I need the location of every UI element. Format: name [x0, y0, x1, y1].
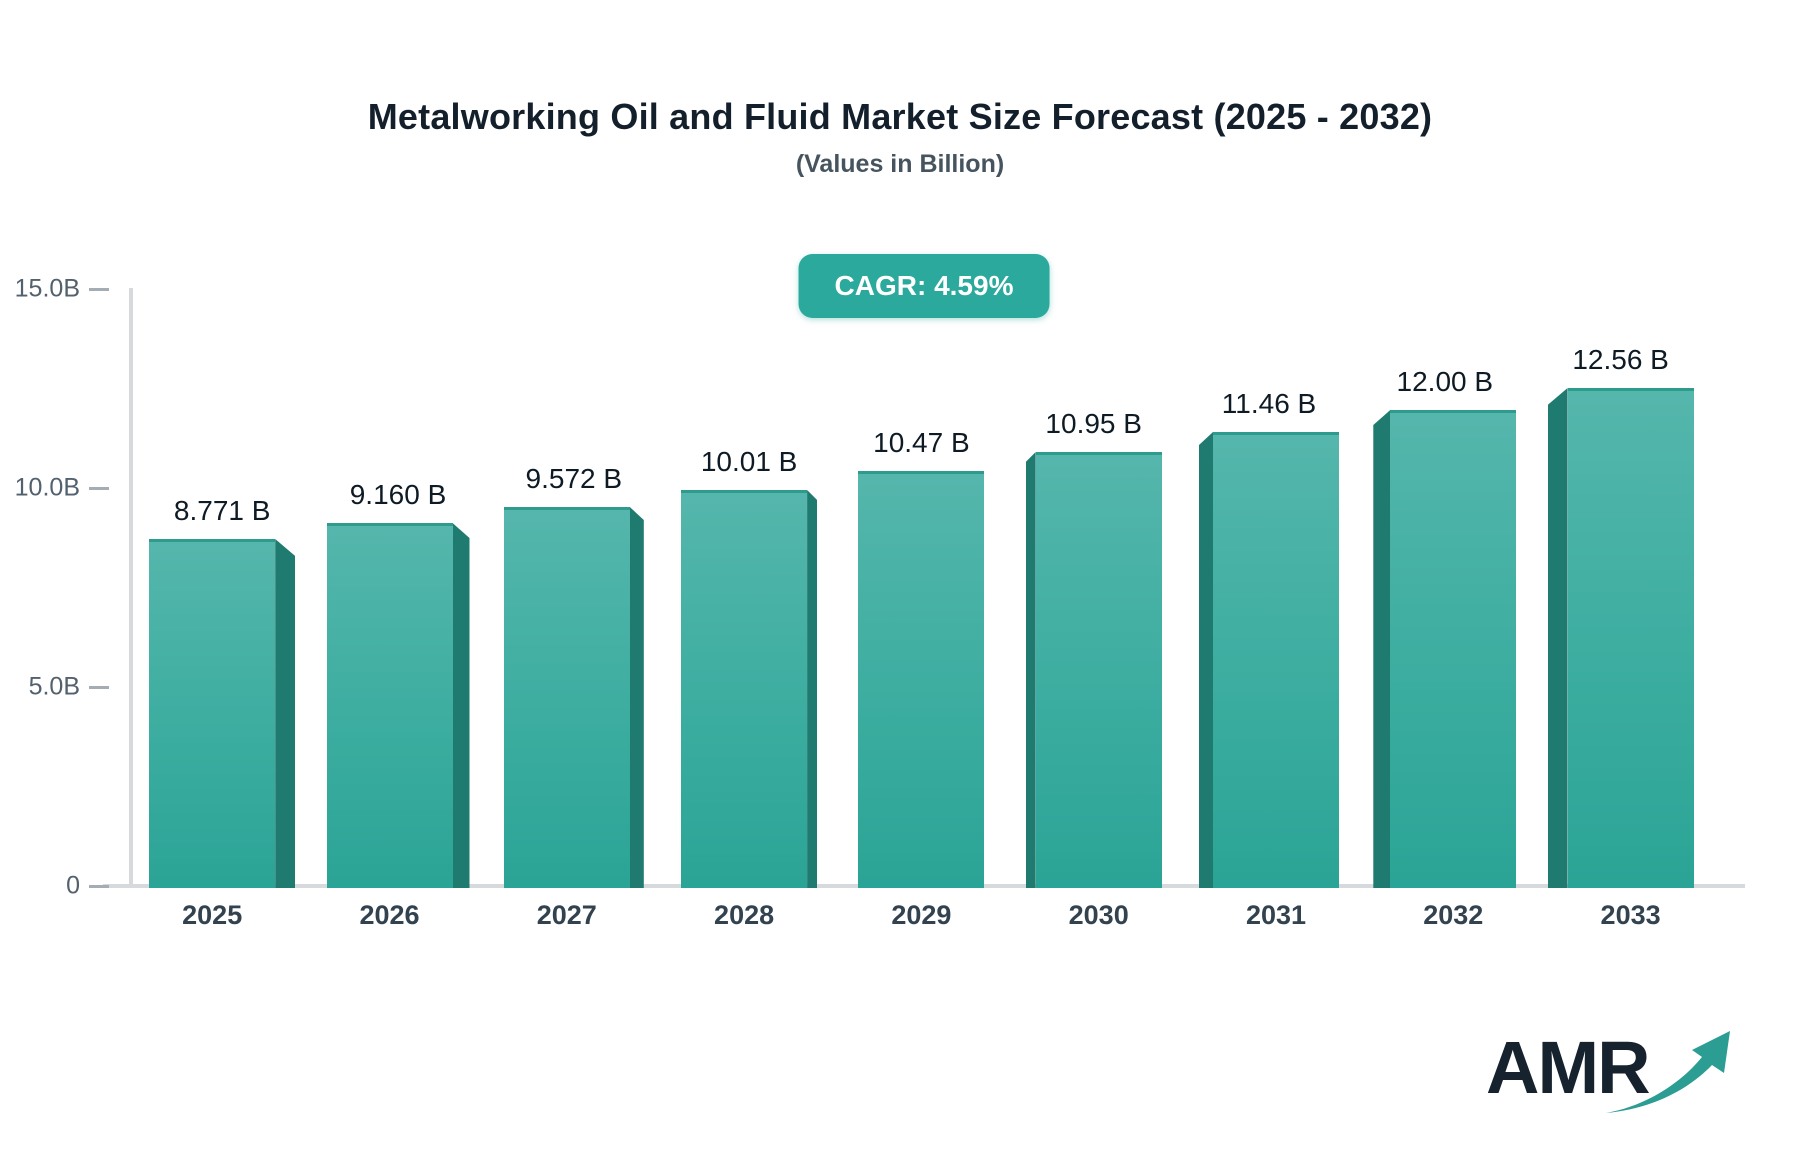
bar-value-label: 9.572 B [525, 463, 623, 494]
bar-value-label: 12.00 B [1396, 366, 1494, 397]
bar-side-2030 [1025, 452, 1036, 888]
x-tick-label-2032: 2032 [1423, 900, 1484, 930]
x-tick-label-2033: 2033 [1600, 900, 1661, 930]
x-tick-label-2029: 2029 [891, 900, 952, 930]
amr-logo-graphic: AMR [1486, 1026, 1730, 1113]
x-tick-label-2030: 2030 [1068, 900, 1129, 930]
bar-value-label: 11.46 B [1221, 388, 1317, 419]
bar-2029 [858, 471, 985, 888]
bar-side-2026 [452, 523, 470, 888]
y-tick-mark [89, 487, 109, 490]
x-tick-label-2027: 2027 [536, 900, 597, 930]
cagr-badge: CAGR: 4.59% [798, 254, 1050, 318]
y-tick-label: 5.0B [28, 672, 80, 701]
amr-logo-text: AMR [1486, 1026, 1649, 1109]
bar-2031 [1213, 432, 1339, 888]
y-tick-mark [89, 288, 109, 291]
amr-logo-arrow-icon [1606, 1031, 1730, 1113]
bar-2033 [1567, 388, 1694, 888]
x-tick-label-2028: 2028 [714, 900, 775, 930]
chart-subtitle: (Values in Billion) [795, 150, 1005, 178]
x-tick-label-2025: 2025 [182, 900, 243, 930]
bar-side-2032 [1373, 410, 1391, 888]
bar-2026 [326, 523, 453, 888]
amr-logo: AMR [1478, 1003, 1758, 1128]
y-axis-line [129, 288, 133, 888]
bar-value-label: 10.47 B [873, 427, 970, 458]
bar-side-2027 [629, 507, 644, 888]
y-tick-label: 15.0B [14, 274, 80, 303]
bar-2030 [1035, 452, 1162, 888]
bar-2032 [1390, 410, 1517, 888]
bar-value-label: 10.95 B [1045, 408, 1142, 439]
bar-side-2025 [275, 539, 296, 888]
y-tick-label: 10.0B [14, 473, 80, 502]
x-tick-label-2031: 2031 [1245, 900, 1307, 930]
y-tick-mark [89, 885, 109, 888]
bar-value-label: 12.56 B [1572, 344, 1669, 375]
bar-side-2033 [1547, 388, 1568, 888]
bar-2027 [503, 507, 630, 888]
chart-title: Metalworking Oil and Fluid Market Size F… [367, 96, 1433, 137]
bar-2028 [681, 490, 808, 888]
bar-value-label: 10.01 B [700, 446, 798, 477]
bar-side-2031 [1199, 432, 1213, 888]
bar-value-label: 9.160 B [349, 479, 447, 510]
bar-side-2028 [807, 490, 818, 888]
x-tick-label-2026: 2026 [359, 900, 420, 930]
bar-value-label: 8.771 B [173, 495, 271, 526]
bar-2025 [149, 539, 276, 888]
y-tick-mark [89, 686, 109, 689]
y-tick-label: 0 [66, 871, 80, 900]
